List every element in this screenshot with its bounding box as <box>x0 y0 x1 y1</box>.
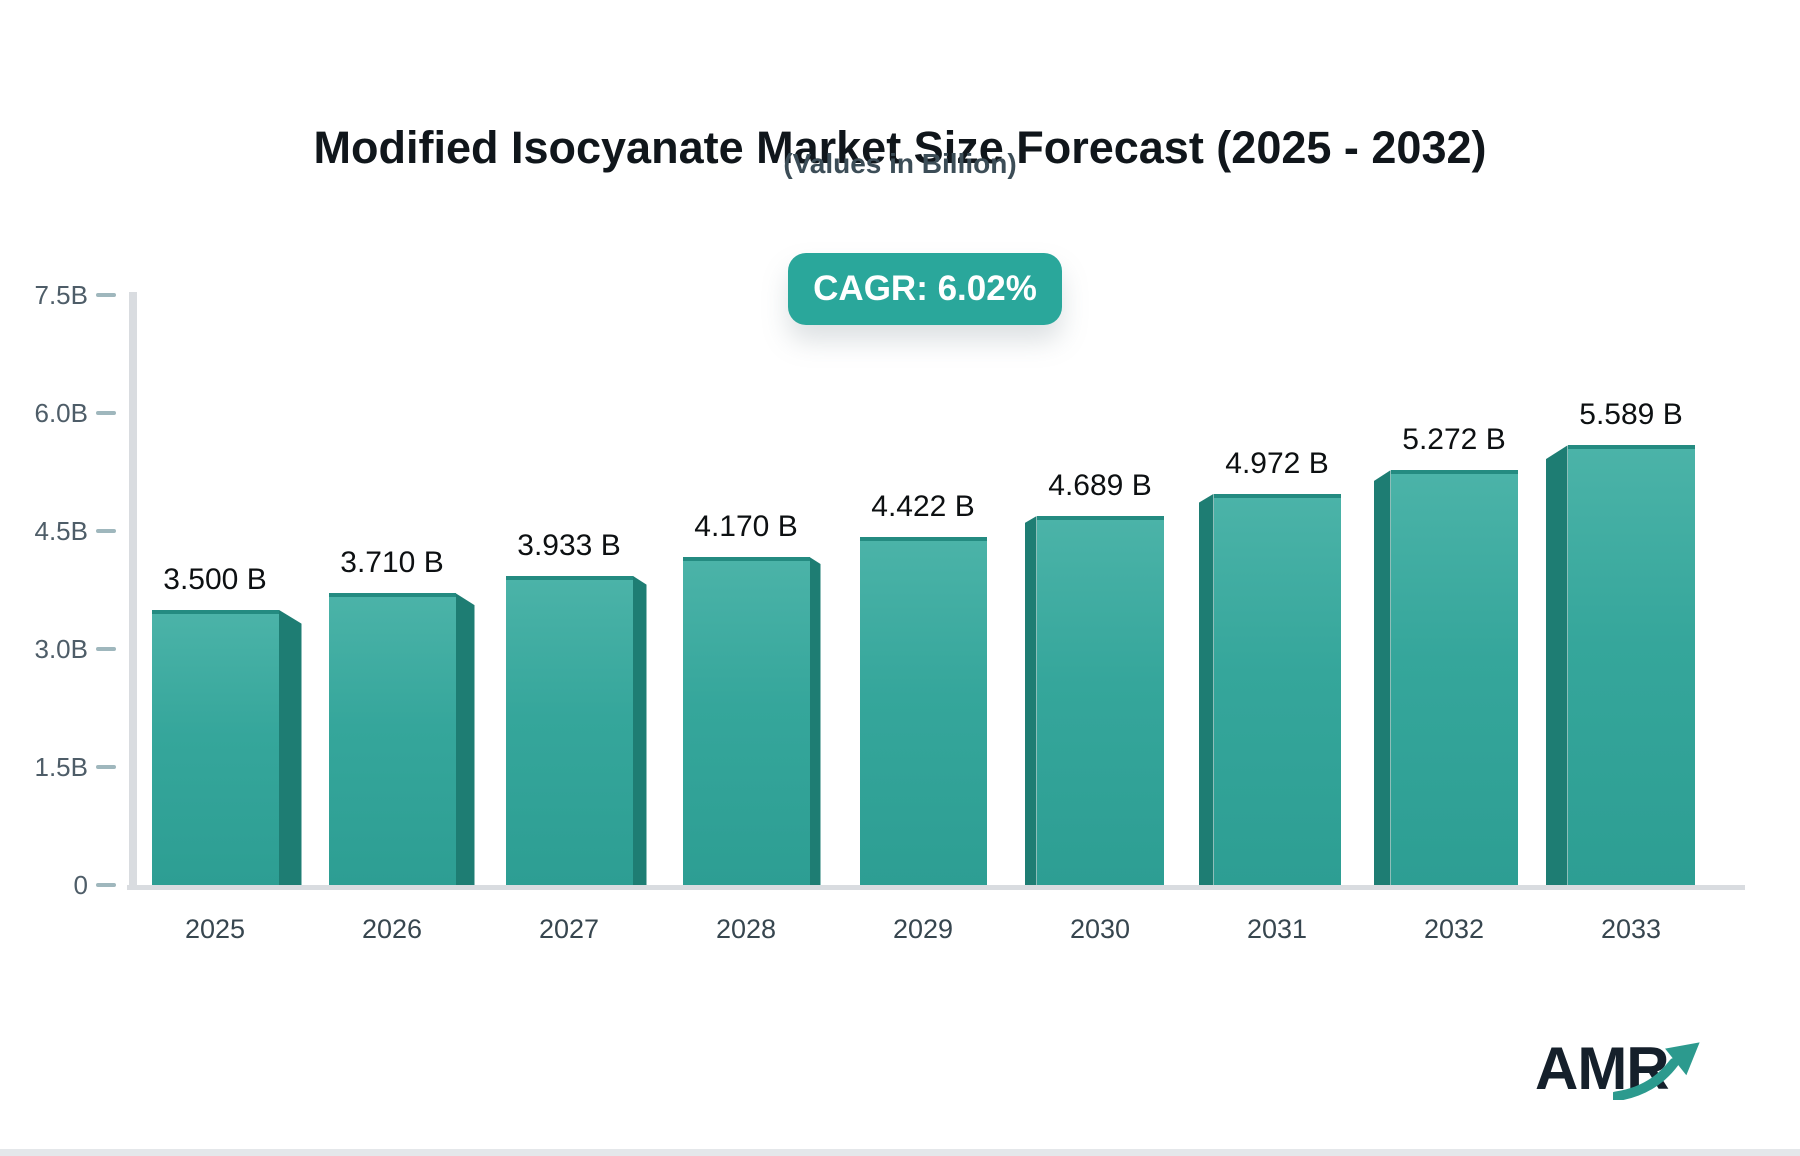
bar-value-label: 4.422 B <box>871 490 975 524</box>
bar-face <box>682 556 810 885</box>
bar-face <box>859 537 987 885</box>
bar-face <box>151 609 279 885</box>
bar-value-label: 4.972 B <box>1225 446 1329 480</box>
x-axis-label: 2032 <box>1423 914 1485 944</box>
bar-side <box>1198 493 1214 885</box>
chart-subtitle: (Values in Billion) <box>783 148 1017 179</box>
bar-face <box>1567 445 1695 885</box>
x-axis-label: 2031 <box>1246 914 1308 944</box>
bar-value-label: 4.170 B <box>694 509 798 543</box>
x-axis-label: 2025 <box>184 914 246 944</box>
amr-logo: AMR <box>1535 1028 1765 1112</box>
y-tick-label: 1.5B <box>34 752 89 782</box>
bar-value-label: 3.933 B <box>517 528 621 562</box>
y-tick-mark <box>96 411 116 415</box>
bar-value-label: 3.710 B <box>340 546 444 580</box>
x-axis-label: 2028 <box>715 914 777 944</box>
y-tick-label: 0 <box>73 870 88 900</box>
chart-title: Modified Isocyanate Market Size Forecast… <box>313 122 1487 174</box>
y-tick-mark <box>96 647 116 651</box>
y-tick-label: 6.0B <box>34 398 89 428</box>
bar-face <box>1390 470 1518 885</box>
bar-value-label: 3.500 B <box>163 562 267 596</box>
bar-value-label: 5.589 B <box>1579 398 1683 432</box>
x-axis-label: 2030 <box>1069 914 1131 944</box>
y-tick-mark <box>96 529 116 533</box>
x-axis-label: 2033 <box>1600 914 1662 944</box>
x-axis-label: 2026 <box>361 914 423 944</box>
x-axis-line <box>127 885 1745 890</box>
y-tick-mark <box>96 293 116 297</box>
cagr-badge: CAGR: 6.02% <box>788 253 1062 325</box>
bar-face <box>1036 516 1164 885</box>
bar-side <box>455 593 475 885</box>
bar-value-label: 4.689 B <box>1048 469 1152 503</box>
x-axis-label: 2027 <box>538 914 600 944</box>
y-axis-line <box>129 292 137 888</box>
bottom-border <box>0 1149 1800 1156</box>
x-axis-label: 2029 <box>892 914 954 944</box>
y-tick-label: 4.5B <box>34 516 89 546</box>
bar-side <box>1024 516 1037 885</box>
bar-side <box>1545 445 1568 885</box>
bar-side <box>632 575 647 885</box>
y-tick-mark <box>96 883 116 887</box>
y-tick-mark <box>96 765 116 769</box>
bar-face <box>505 575 633 885</box>
y-tick-label: 3.0B <box>34 634 89 664</box>
bar-side <box>278 609 302 885</box>
bar-side <box>1373 470 1391 885</box>
growth-arrow-icon <box>1613 1042 1700 1100</box>
bar-face <box>328 593 456 885</box>
bar-value-label: 5.272 B <box>1402 423 1506 457</box>
y-tick-label: 7.5B <box>34 280 89 310</box>
bar-face <box>1213 493 1341 885</box>
bar-side <box>809 556 821 885</box>
